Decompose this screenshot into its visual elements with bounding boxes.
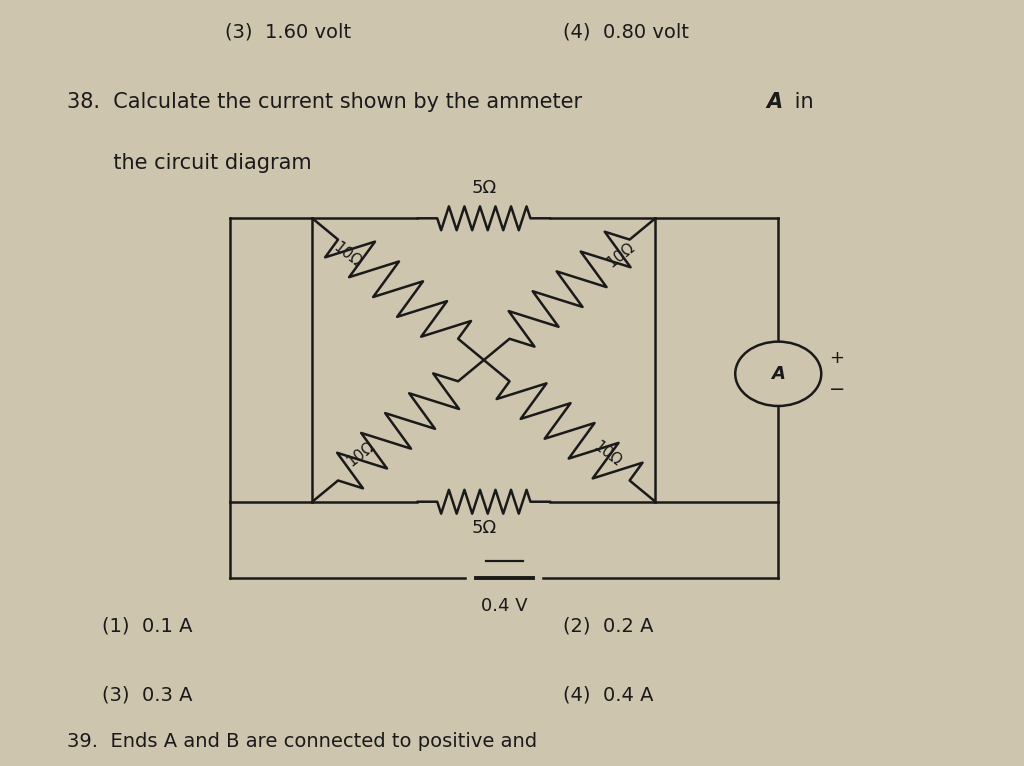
Text: the circuit diagram: the circuit diagram: [67, 153, 311, 173]
Circle shape: [735, 342, 821, 406]
Text: 10Ω: 10Ω: [604, 239, 638, 270]
Text: (3)  0.3 A: (3) 0.3 A: [102, 686, 193, 705]
Text: A: A: [771, 365, 785, 383]
Text: (3)  1.60 volt: (3) 1.60 volt: [225, 23, 351, 42]
Text: 5Ω: 5Ω: [471, 519, 497, 536]
Text: in: in: [788, 92, 814, 112]
Text: 10Ω: 10Ω: [590, 438, 624, 470]
Text: 5Ω: 5Ω: [471, 179, 497, 197]
Text: (4)  0.80 volt: (4) 0.80 volt: [563, 23, 689, 42]
Text: −: −: [829, 381, 846, 399]
Text: 38.  Calculate the current shown by the ammeter: 38. Calculate the current shown by the a…: [67, 92, 589, 112]
Text: +: +: [829, 349, 845, 367]
Text: (4)  0.4 A: (4) 0.4 A: [563, 686, 653, 705]
Text: (2)  0.2 A: (2) 0.2 A: [563, 617, 653, 636]
Text: A: A: [766, 92, 782, 112]
Text: (1)  0.1 A: (1) 0.1 A: [102, 617, 193, 636]
Text: 10Ω: 10Ω: [330, 239, 364, 270]
Text: 10Ω: 10Ω: [344, 438, 378, 470]
Text: 0.4 V: 0.4 V: [481, 597, 527, 615]
Text: 39.  Ends A and B are connected to positive and: 39. Ends A and B are connected to positi…: [67, 732, 537, 751]
